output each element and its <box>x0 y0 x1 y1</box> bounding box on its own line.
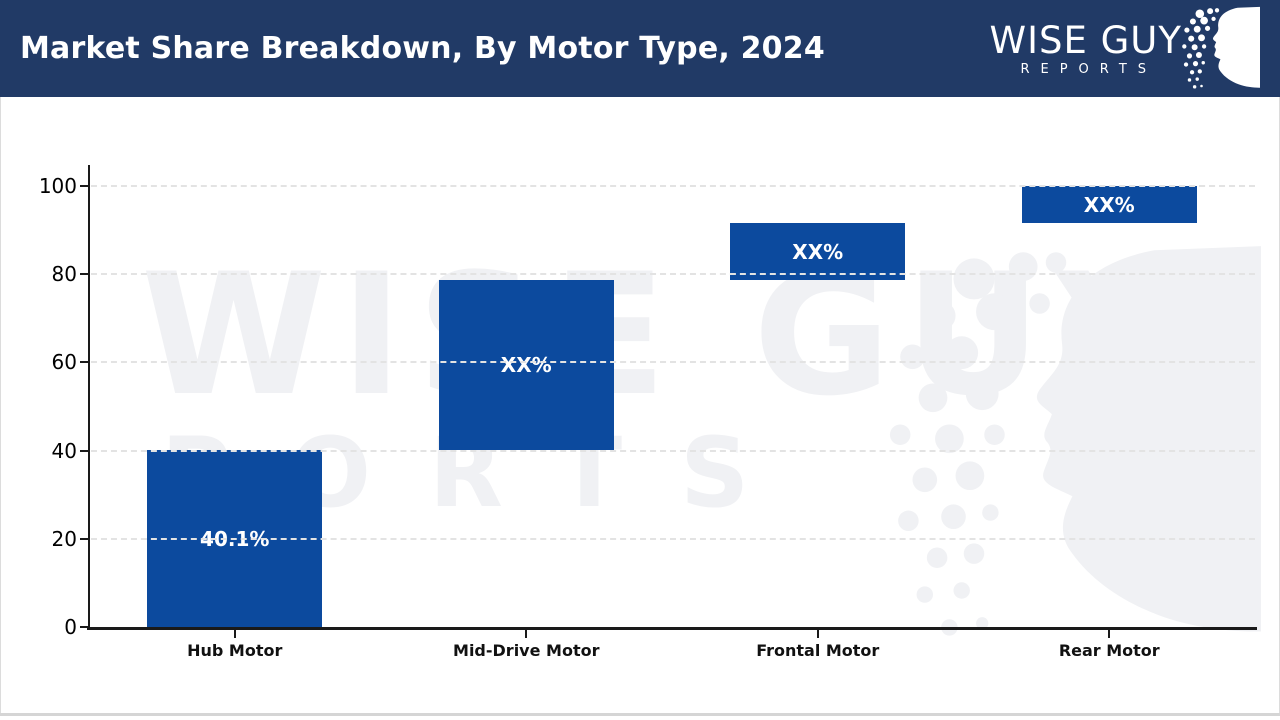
bar-value-label: XX% <box>500 353 552 378</box>
wise-guy-reports-logo: WISE GUY REPORTS <box>990 6 1260 92</box>
y-tick-mark <box>80 185 89 187</box>
y-tick-mark <box>80 626 89 628</box>
bar-mid-drive-motor: XX% <box>438 280 614 451</box>
y-tick-label: 0 <box>64 615 77 639</box>
y-tick-label: 80 <box>51 262 77 287</box>
chart-title: Market Share Breakdown, By Motor Type, 2… <box>20 31 825 66</box>
footer-rule <box>0 713 1280 720</box>
gridline-y-100 <box>91 185 1255 187</box>
y-tick-label: 60 <box>51 350 77 375</box>
gridline-y-20 <box>91 537 1255 540</box>
x-tick-label: Frontal Motor <box>756 641 880 660</box>
y-tick-mark <box>80 449 89 452</box>
face-profile-icon <box>1174 6 1260 92</box>
x-axis-spine <box>87 627 1257 630</box>
x-tick-mark <box>233 629 236 638</box>
logo-wordmark: WISE GUY <box>989 18 1182 62</box>
bar-rear-motor: XX% <box>1021 186 1197 224</box>
y-axis-spine <box>88 165 90 629</box>
x-tick-mark <box>525 629 528 638</box>
logo-text: WISE GUY REPORTS <box>990 22 1182 76</box>
x-tick-label: Rear Motor <box>1058 641 1160 660</box>
y-tick-label: 40 <box>51 438 77 463</box>
gridline-y-40 <box>91 449 1255 452</box>
y-tick-mark <box>80 273 89 276</box>
bar-value-label: XX% <box>792 239 844 264</box>
watermark-text: WISE GUY <box>141 237 1192 433</box>
y-tick-label: 100 <box>38 174 77 198</box>
gridline-y-80 <box>91 273 1255 276</box>
x-tick-mark <box>1108 629 1111 638</box>
bar-value-label: XX% <box>1083 192 1135 217</box>
header: Market Share Breakdown, By Motor Type, 2… <box>0 0 1280 97</box>
x-tick-mark <box>816 629 819 638</box>
x-tick-label: Hub Motor <box>187 641 283 660</box>
bar-frontal-motor: XX% <box>730 223 906 281</box>
watermark-face-icon <box>851 227 1261 667</box>
logo-subtitle: REPORTS <box>1020 61 1158 77</box>
x-tick-label: Mid-Drive Motor <box>453 641 600 660</box>
y-tick-mark <box>80 537 89 540</box>
y-tick-label: 20 <box>51 526 77 551</box>
chart-area: WISE GUY PORTS 40.1% Hub Motor XX% Mid-Driv… <box>0 97 1280 713</box>
gridline-y-60 <box>91 361 1255 364</box>
y-tick-mark <box>80 361 89 364</box>
